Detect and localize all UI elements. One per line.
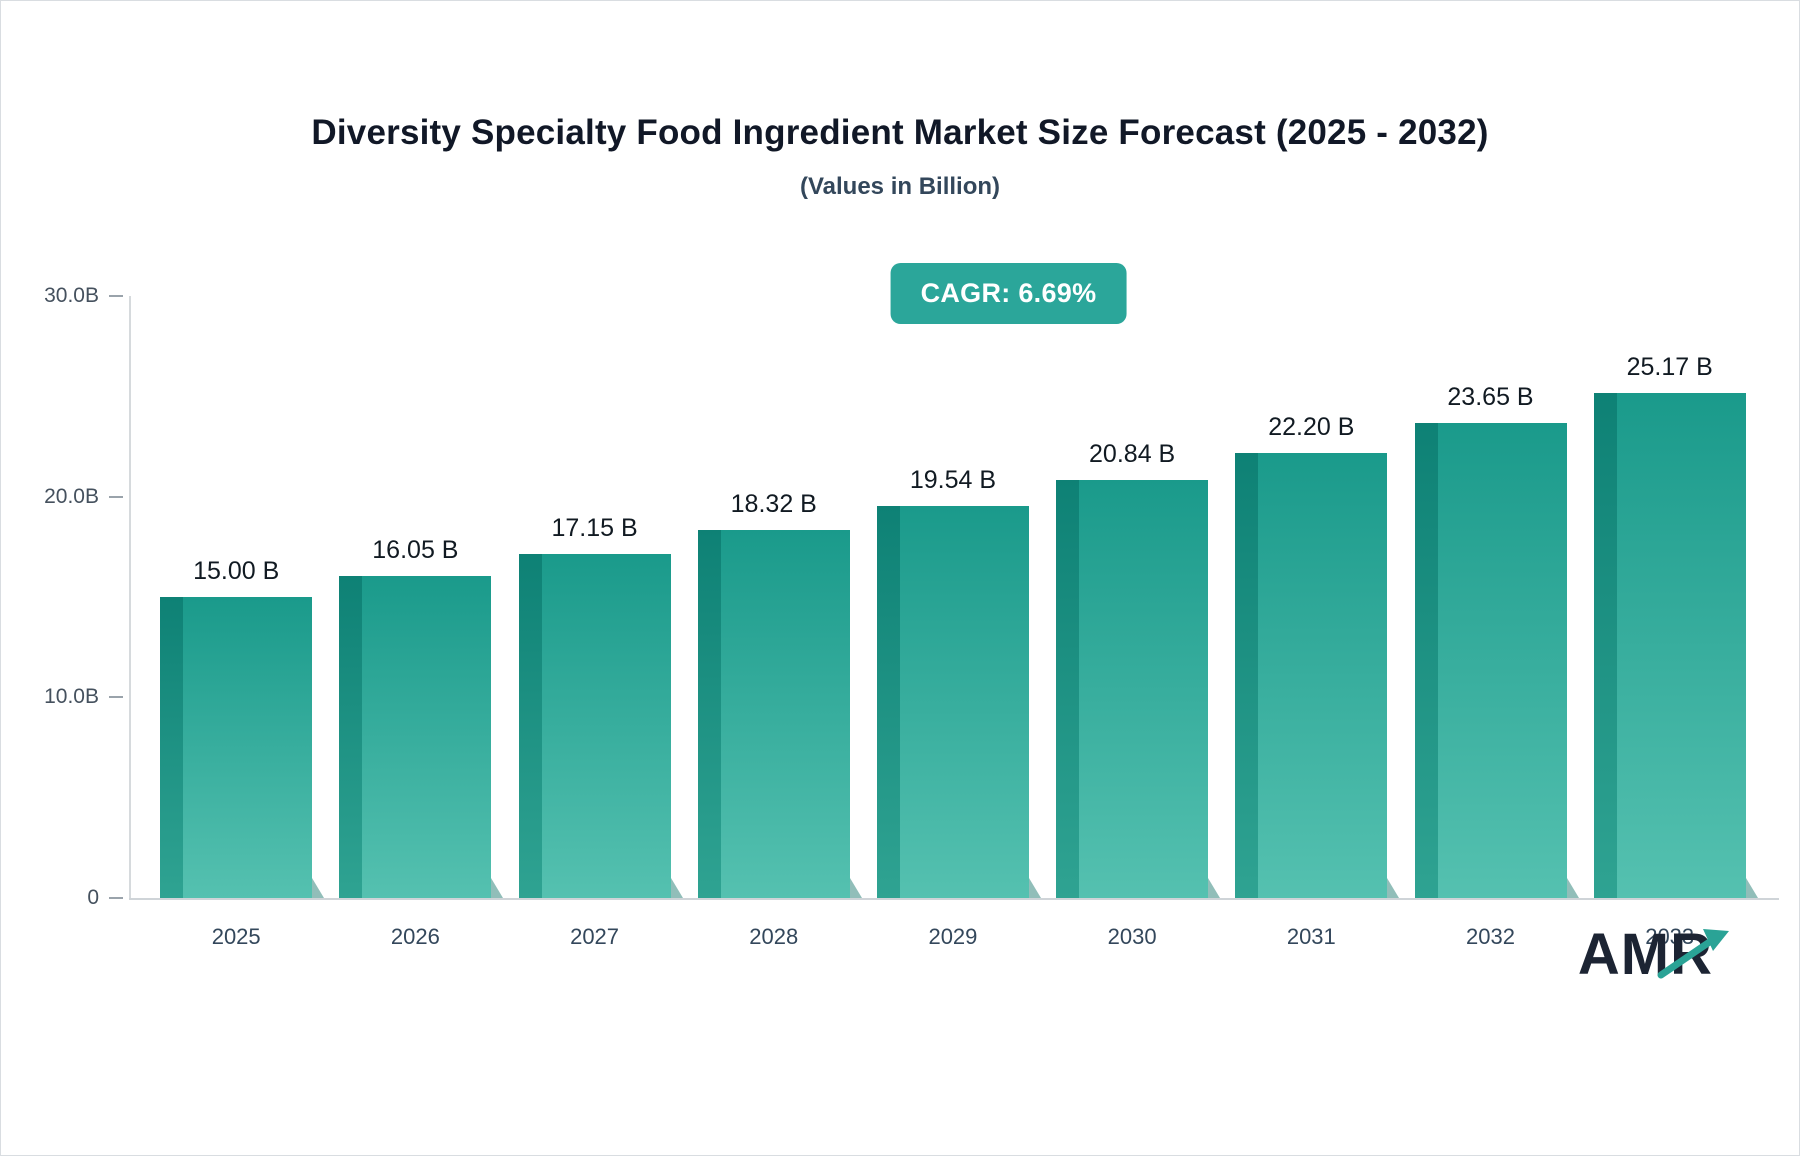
bar-slot: 19.54 B 2029 <box>876 296 1041 949</box>
chart-title: Diversity Specialty Food Ingredient Mark… <box>311 113 1489 152</box>
bar-front-face <box>183 597 313 898</box>
bar-value-label: 20.84 B <box>1089 439 1176 468</box>
bars-container: 15.00 B 2025 16.05 B 2026 17.15 B 2027 18.32 B… <box>133 296 1773 949</box>
x-axis-category-label: 2025 <box>211 924 261 949</box>
bar: 22.20 B <box>1235 413 1400 899</box>
bar: 23.65 B <box>1414 383 1579 898</box>
bar-slot: 16.05 B 2026 <box>339 296 504 949</box>
y-tick-label: 30.0B <box>44 284 99 307</box>
bar-slot: 18.32 B 2028 <box>697 296 862 949</box>
y-tick-mark <box>109 495 123 498</box>
y-tick: 0 <box>1 886 123 910</box>
y-tick: 30.0B <box>1 284 123 308</box>
bar: 25.17 B <box>1593 353 1758 899</box>
chart-subtitle: (Values in Billion) <box>799 173 1001 200</box>
bar-front-face <box>1437 423 1567 898</box>
bar: 18.32 B <box>697 490 862 898</box>
y-tick: 20.0B <box>1 485 123 509</box>
bar-front-face <box>720 530 850 898</box>
bar: 19.54 B <box>876 466 1041 899</box>
bar-front-face <box>541 553 671 898</box>
bar: 15.00 B <box>160 557 325 898</box>
bar-value-label: 16.05 B <box>372 535 459 564</box>
bar-front-face <box>1079 479 1209 898</box>
y-tick-label: 0 <box>87 886 99 909</box>
bar-slot: 23.65 B 2032 <box>1414 296 1579 949</box>
x-axis-category-label: 2030 <box>1107 924 1157 949</box>
bar-front-face <box>1616 392 1746 898</box>
y-tick-mark <box>109 897 123 899</box>
bar-front-face <box>362 575 492 898</box>
y-axis-line <box>129 296 131 898</box>
bar-side-face <box>518 553 542 898</box>
y-tick-mark <box>109 696 123 699</box>
bar-slot: 25.17 B 2033 <box>1593 296 1758 949</box>
bar-front-face <box>1258 452 1388 898</box>
bar-side-face <box>339 575 363 898</box>
x-axis-category-label: 2031 <box>1286 924 1336 949</box>
bar-side-face <box>1593 392 1617 898</box>
x-axis-category-label: 2032 <box>1466 924 1515 949</box>
bar-side-face <box>697 530 721 898</box>
y-tick-label: 20.0B <box>44 484 99 508</box>
bar-slot: 17.15 B 2027 <box>518 296 683 949</box>
x-axis-category-label: 2028 <box>749 924 799 949</box>
cagr-badge: CAGR: 6.69% <box>890 263 1127 324</box>
bar: 20.84 B <box>1056 440 1221 899</box>
bar: 16.05 B <box>339 536 504 899</box>
bar-slot: 15.00 B 2025 <box>160 296 325 949</box>
amr-logo: AMR <box>1578 921 1729 987</box>
y-tick: 10.0B <box>1 685 123 709</box>
x-axis-category-label: 2026 <box>390 924 440 949</box>
y-tick-mark <box>109 295 123 297</box>
bar: 17.15 B <box>518 514 683 899</box>
bar-side-face <box>1056 479 1080 898</box>
bar-value-label: 22.20 B <box>1268 412 1355 441</box>
bar-side-face <box>876 505 900 898</box>
x-axis-category-label: 2033 <box>1645 924 1695 949</box>
bar-value-label: 15.00 B <box>193 557 280 585</box>
x-axis-category-label: 2029 <box>928 924 978 949</box>
bar-side-face <box>1235 452 1259 898</box>
bar-side-face <box>160 597 184 898</box>
bar-slot: 22.20 B 2031 <box>1235 296 1400 949</box>
bar-value-label: 23.65 B <box>1447 383 1534 412</box>
bar-value-label: 19.54 B <box>909 465 997 494</box>
growth-arrow-icon <box>1657 929 1729 979</box>
bar-value-label: 18.32 B <box>730 490 817 519</box>
plot-area: 0 10.0B 20.0B 30.0B 15.00 B 2025 16.05 B 2026 1… <box>1 284 1799 949</box>
bar-value-label: 25.17 B <box>1626 352 1713 381</box>
bar-front-face <box>899 505 1029 898</box>
y-tick-label: 10.0B <box>44 685 99 709</box>
bar-side-face <box>1414 423 1438 898</box>
x-axis-baseline <box>129 898 1779 900</box>
bar-value-label: 17.15 B <box>551 513 638 542</box>
x-axis-category-label: 2027 <box>570 924 620 949</box>
bar-slot: 20.84 B 2030 <box>1056 296 1221 949</box>
